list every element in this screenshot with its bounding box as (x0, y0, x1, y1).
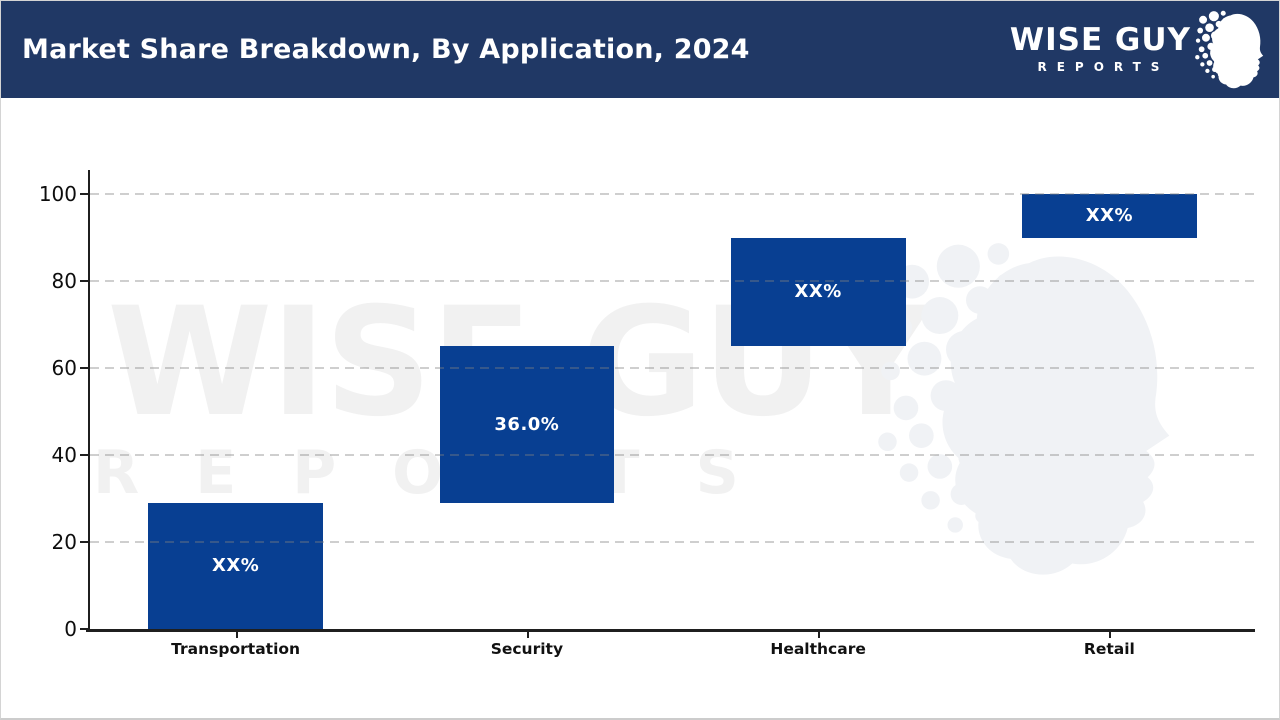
y-tick-label: 40 (51, 443, 77, 467)
bar-value-label: XX% (1085, 205, 1134, 227)
header: Market Share Breakdown, By Application, … (1, 1, 1279, 98)
x-category-label: Healthcare (770, 640, 866, 658)
y-tick-label: 60 (51, 356, 77, 380)
brand-wordmark: WISE GUY REPORTS (1009, 22, 1191, 75)
bar-column-security: 36.0% (381, 194, 672, 629)
y-tick-mark (80, 280, 88, 282)
bar-value-label: 36.0% (494, 414, 560, 436)
plot-area: XX% 36.0% XX% XX% (90, 193, 1255, 629)
bar-value-label: XX% (211, 555, 260, 577)
bar-retail: XX% (1022, 194, 1197, 238)
y-tick-label: 0 (64, 617, 77, 641)
gridline-60 (90, 367, 1255, 369)
x-tick-mark (818, 632, 821, 638)
bar-transportation: XX% (148, 502, 323, 629)
x-tick-mark (1109, 632, 1112, 638)
y-axis-line (88, 170, 90, 632)
chart-area: WISE GUY REPORTS XX%36.0%XX%XX% 02040608… (1, 98, 1279, 718)
brand-logo: WISE GUY REPORTS (1010, 8, 1279, 92)
x-axis-line (86, 629, 1255, 632)
gridline-100 (90, 193, 1255, 195)
x-axis: Transportation Security Healthcare Retail (90, 640, 1255, 658)
y-tick-mark (80, 193, 88, 195)
y-tick-mark (80, 454, 88, 456)
page-title: Market Share Breakdown, By Application, … (22, 34, 750, 65)
brand-head-icon (1195, 10, 1264, 88)
x-category-label: Transportation (171, 640, 301, 658)
bar-value-label: XX% (794, 281, 842, 303)
bar-column-healthcare: XX% (673, 194, 964, 629)
y-tick-label: 100 (38, 182, 77, 206)
y-tick-mark (80, 628, 88, 630)
x-category-label: Security (490, 640, 564, 658)
brand-subtitle: REPORTS (1037, 60, 1170, 74)
x-tick-mark (526, 632, 529, 638)
gridline-20 (90, 541, 1255, 543)
y-tick-label: 80 (51, 269, 77, 293)
x-tick-mark (235, 632, 238, 638)
bar-column-transportation: XX% (90, 194, 381, 629)
x-category-label: Retail (1083, 640, 1135, 658)
bar-column-retail: XX% (964, 194, 1255, 629)
y-tick-label: 20 (51, 530, 77, 554)
y-tick-mark (80, 541, 88, 543)
brand-name: WISE GUY (1009, 22, 1191, 58)
bar-security: 36.0% (439, 346, 615, 503)
y-tick-mark (80, 367, 88, 369)
bar-healthcare: XX% (730, 237, 906, 347)
gridline-80 (90, 280, 1255, 282)
gridline-40 (90, 454, 1255, 456)
